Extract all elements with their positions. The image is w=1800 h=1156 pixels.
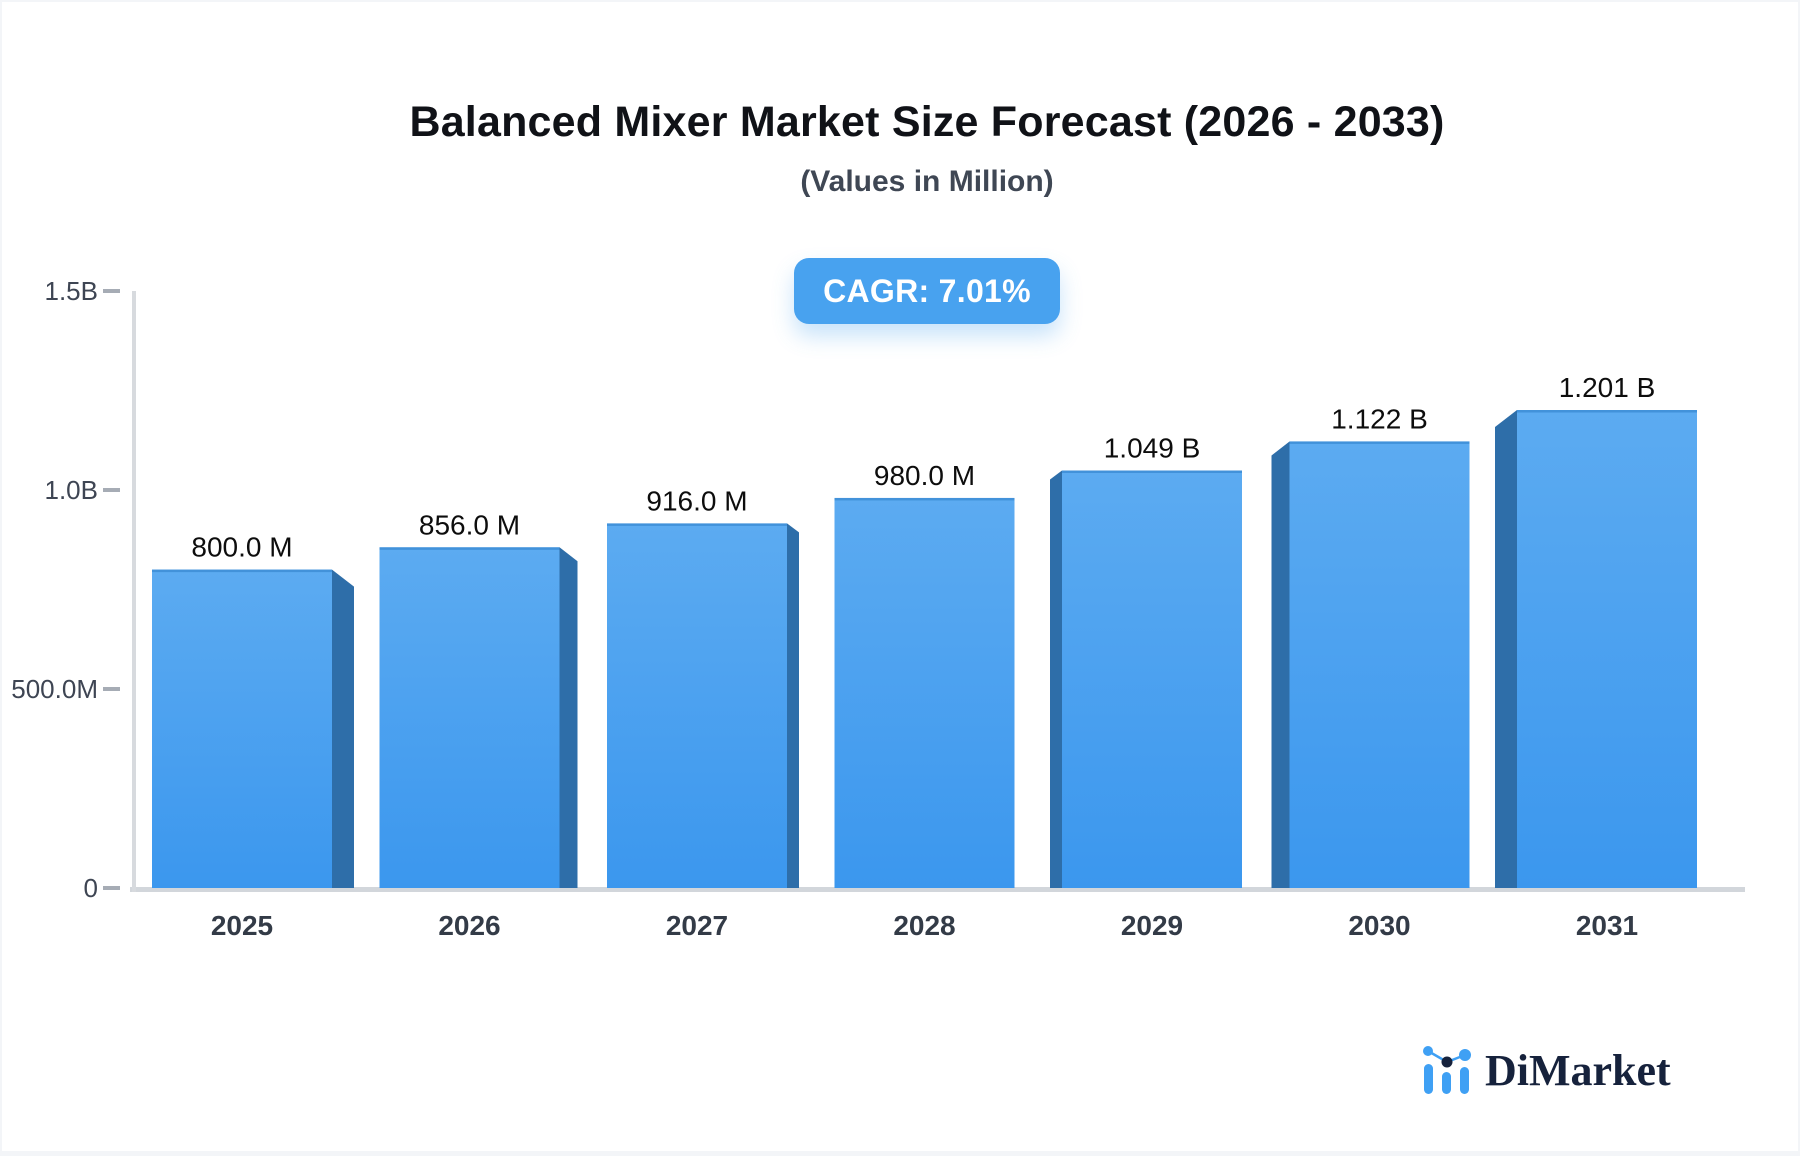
bar-face: [152, 569, 332, 888]
bar-2029[interactable]: [1050, 470, 1242, 888]
x-axis-line: [130, 887, 1745, 892]
bar-face: [379, 547, 560, 888]
bar-2026[interactable]: [379, 547, 578, 888]
y-axis-label: 1.0B: [45, 475, 99, 505]
bar-2030[interactable]: [1271, 441, 1470, 888]
brand-logo: DiMarket: [1415, 1032, 1671, 1098]
bar-top-edge: [1289, 441, 1470, 444]
bar-top-edge: [607, 523, 787, 526]
chart-title: Balanced Mixer Market Size Forecast (202…: [409, 98, 1445, 146]
bar-side-face: [1271, 441, 1290, 888]
bar-face: [1062, 470, 1242, 888]
cagr-label: CAGR: 7.01%: [823, 272, 1031, 309]
bar-value-label: 916.0 M: [646, 485, 747, 516]
y-tick: [103, 886, 120, 890]
bar-side-face: [559, 547, 578, 888]
y-tick: [103, 289, 120, 293]
bar-value-label: 800.0 M: [191, 532, 292, 563]
bar-side-face: [787, 523, 799, 888]
x-axis-label: 2025: [211, 910, 273, 941]
bar-top-edge: [1062, 470, 1242, 473]
bar-top-edge: [152, 569, 332, 573]
y-axis-label: 500.0M: [11, 674, 98, 704]
bar-side-face: [1495, 410, 1517, 888]
chart-header: Balanced Mixer Market Size Forecast (202…: [52, 2, 1798, 199]
x-axis-label: 2027: [666, 910, 728, 941]
bar-face: [1289, 441, 1470, 888]
bar-value-label: 856.0 M: [419, 509, 520, 540]
bar-2027[interactable]: [607, 523, 799, 888]
cagr-badge: CAGR: 7.01%: [794, 258, 1060, 324]
bar-face: [607, 523, 787, 888]
chart-subtitle: (Values in Million): [800, 165, 1054, 198]
x-axis-label: 2029: [1121, 910, 1183, 941]
bar-2025[interactable]: [152, 569, 354, 888]
bar-side-face: [332, 569, 354, 888]
y-tick: [103, 687, 120, 691]
bar-top-edge: [379, 547, 560, 550]
y-axis-label: 0: [84, 873, 98, 903]
bar-top-edge: [1517, 410, 1697, 413]
y-axis-label: 1.5B: [45, 276, 99, 306]
bar-value-label: 1.049 B: [1104, 432, 1201, 463]
x-axis-label: 2030: [1348, 910, 1410, 941]
logo-text: DiMarket: [1485, 1045, 1671, 1095]
bar-side-face: [1050, 470, 1062, 888]
bar-face: [1517, 410, 1697, 888]
y-axis-line: [132, 291, 136, 892]
bar-2031[interactable]: [1495, 410, 1697, 888]
bar-value-label: 1.201 B: [1559, 372, 1656, 403]
logo-icon: [1423, 1046, 1471, 1094]
bar-value-label: 980.0 M: [874, 460, 975, 491]
x-axis-label: 2031: [1576, 910, 1638, 941]
x-axis-label: 2026: [438, 910, 500, 941]
x-axis-label: 2028: [893, 910, 955, 941]
bar-2028[interactable]: [834, 497, 1015, 888]
bar-face: [834, 497, 1015, 888]
y-tick: [103, 488, 120, 492]
bar-top-edge: [834, 497, 1015, 501]
bar-value-label: 1.122 B: [1331, 403, 1428, 434]
